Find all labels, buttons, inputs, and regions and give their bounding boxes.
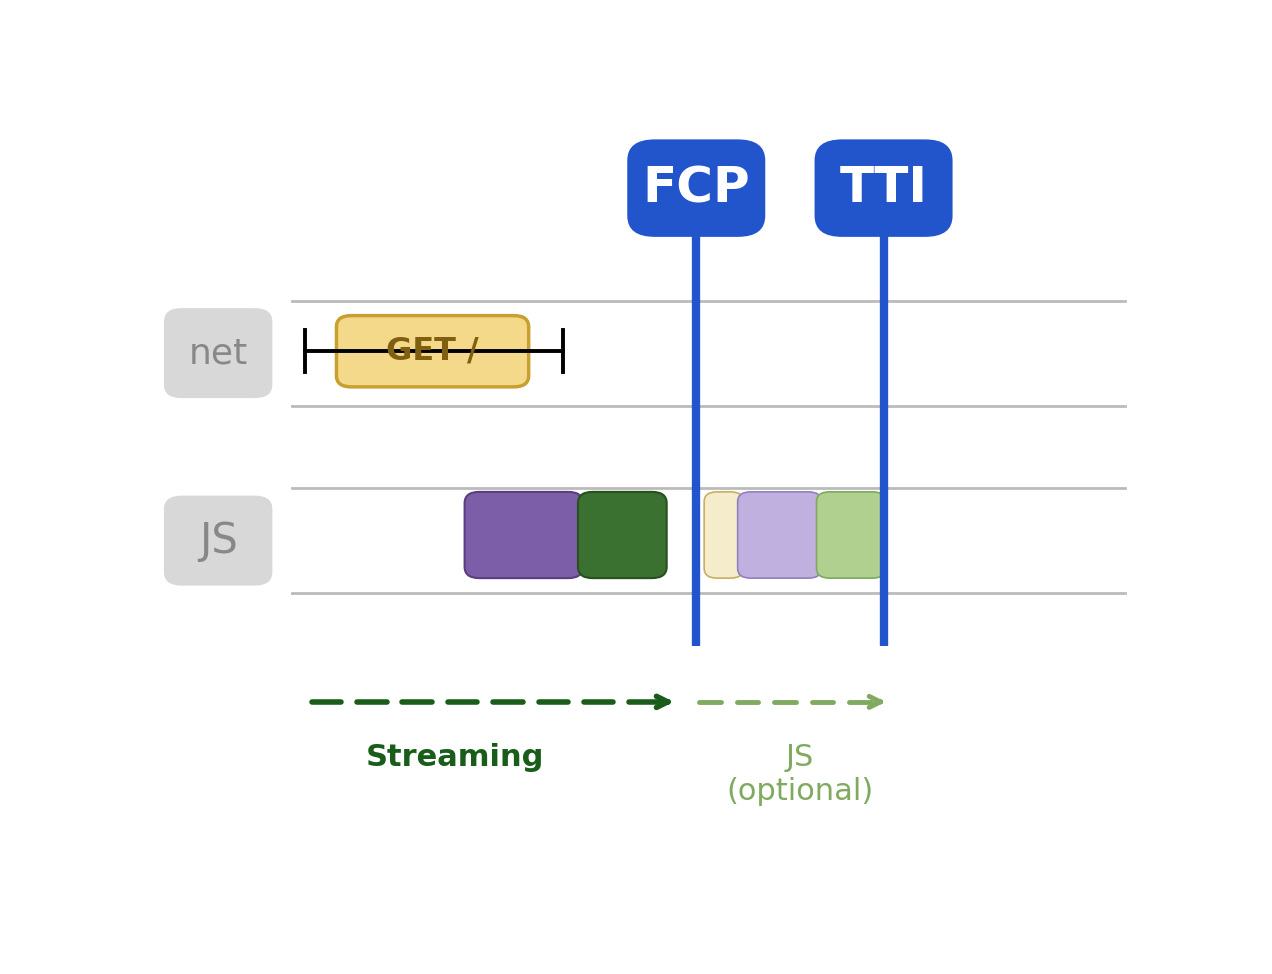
FancyBboxPatch shape — [627, 139, 766, 237]
FancyBboxPatch shape — [336, 316, 529, 387]
Text: net: net — [188, 336, 248, 370]
FancyBboxPatch shape — [705, 492, 744, 579]
Text: GET /: GET / — [387, 336, 480, 367]
FancyBboxPatch shape — [464, 492, 583, 579]
FancyBboxPatch shape — [738, 492, 822, 579]
Text: JS: JS — [198, 519, 238, 562]
FancyBboxPatch shape — [164, 496, 272, 585]
Text: Streaming: Streaming — [365, 743, 544, 772]
Text: JS
(optional): JS (optional) — [726, 743, 874, 805]
FancyBboxPatch shape — [164, 308, 272, 398]
Text: FCP: FCP — [642, 165, 750, 212]
FancyBboxPatch shape — [814, 139, 953, 237]
FancyBboxPatch shape — [577, 492, 667, 579]
Text: TTI: TTI — [840, 165, 927, 212]
FancyBboxPatch shape — [817, 492, 885, 579]
